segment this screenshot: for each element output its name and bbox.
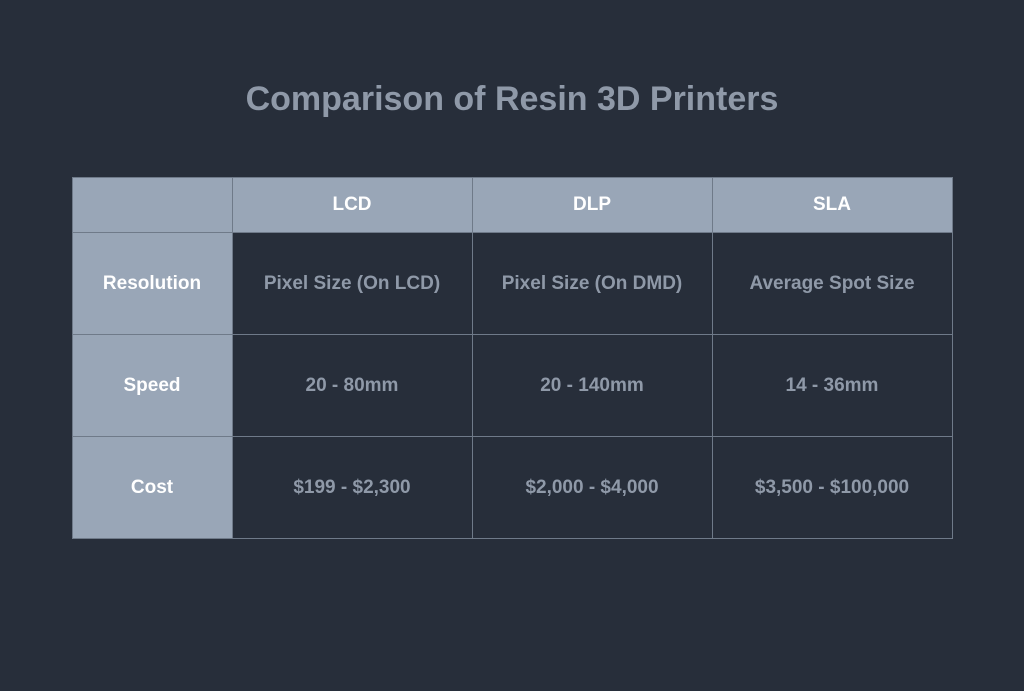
cell-resolution-lcd: Pixel Size (On LCD) xyxy=(232,233,472,335)
cell-resolution-sla: Average Spot Size xyxy=(712,233,952,335)
row-header-resolution: Resolution xyxy=(72,233,232,335)
col-header-dlp: DLP xyxy=(472,178,712,233)
cell-cost-dlp: $2,000 - $4,000 xyxy=(472,437,712,539)
cell-speed-sla: 14 - 36mm xyxy=(712,335,952,437)
table-row: Speed 20 - 80mm 20 - 140mm 14 - 36mm xyxy=(72,335,952,437)
row-header-speed: Speed xyxy=(72,335,232,437)
col-header-sla: SLA xyxy=(712,178,952,233)
table-header-row: LCD DLP SLA xyxy=(72,178,952,233)
page-title: Comparison of Resin 3D Printers xyxy=(0,80,1024,119)
cell-cost-sla: $3,500 - $100,000 xyxy=(712,437,952,539)
comparison-table: LCD DLP SLA Resolution Pixel Size (On LC… xyxy=(72,177,953,539)
table-row: Resolution Pixel Size (On LCD) Pixel Siz… xyxy=(72,233,952,335)
cell-cost-lcd: $199 - $2,300 xyxy=(232,437,472,539)
cell-resolution-dlp: Pixel Size (On DMD) xyxy=(472,233,712,335)
comparison-page: Comparison of Resin 3D Printers LCD DLP … xyxy=(0,0,1024,691)
row-header-cost: Cost xyxy=(72,437,232,539)
col-header-lcd: LCD xyxy=(232,178,472,233)
cell-speed-lcd: 20 - 80mm xyxy=(232,335,472,437)
table-corner-cell xyxy=(72,178,232,233)
table-row: Cost $199 - $2,300 $2,000 - $4,000 $3,50… xyxy=(72,437,952,539)
cell-speed-dlp: 20 - 140mm xyxy=(472,335,712,437)
